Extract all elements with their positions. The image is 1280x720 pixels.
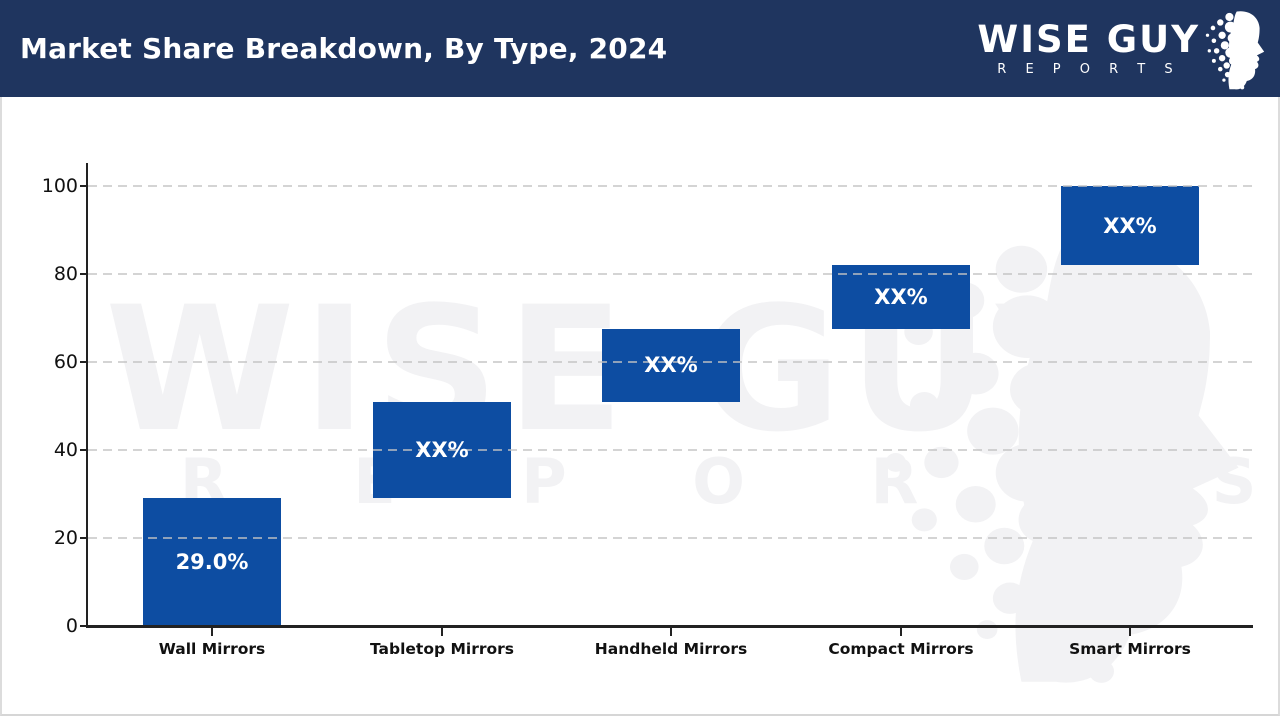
bar-value-label: XX% (1103, 213, 1157, 238)
y-axis-line (86, 163, 88, 628)
x-axis-category-label: Handheld Mirrors (594, 640, 748, 658)
gridline-y-100 (88, 185, 1253, 187)
gridline-y-80 (88, 273, 1253, 275)
logo-wordmark: WISE GUY (977, 18, 1200, 61)
y-axis-tick-label-60: 60 (53, 351, 78, 373)
bar-value-label: 29.0% (175, 550, 249, 575)
y-axis-tick-mark (80, 273, 88, 275)
bar-compact-mirrors (832, 265, 970, 329)
y-axis-tick-label-80: 80 (53, 263, 78, 285)
y-axis-tick-mark (80, 449, 88, 451)
x-axis-category-label: Tabletop Mirrors (369, 640, 515, 658)
wise-guy-logo: WISE GUY R E P O R T S (977, 7, 1266, 91)
x-axis-tick-mark (1129, 628, 1131, 636)
x-axis-tick-mark (211, 628, 213, 636)
header-bar: Market Share Breakdown, By Type, 2024 WI… (0, 0, 1280, 97)
bar-value-label: XX% (874, 285, 928, 310)
x-axis-category-label: Compact Mirrors (828, 640, 974, 658)
bar-value-label: XX% (644, 353, 698, 378)
y-axis-tick-mark (80, 625, 88, 627)
gridline-y-40 (88, 449, 1253, 451)
y-axis-tick-label-100: 100 (41, 175, 78, 197)
y-axis-tick-label-20: 20 (53, 527, 78, 549)
wise-guy-logo-text: WISE GUY R E P O R T S (977, 21, 1200, 76)
y-axis-tick-mark (80, 361, 88, 363)
gridline-y-20 (88, 537, 1253, 539)
page-title: Market Share Breakdown, By Type, 2024 (20, 32, 668, 65)
x-axis-line (87, 625, 1253, 628)
y-axis-tick-mark (80, 537, 88, 539)
gridline-y-60 (88, 361, 1253, 363)
x-axis-tick-mark (900, 628, 902, 636)
bar-handheld-mirrors (602, 329, 740, 402)
chart-area: WISE GUY R E P O R T S 0 20 40 60 80 100 29.0%… (0, 97, 1280, 717)
y-axis-tick-mark (80, 185, 88, 187)
x-axis-category-label: Smart Mirrors (1069, 640, 1191, 658)
dotted-head-profile-icon (1205, 10, 1265, 89)
x-axis-category-label: Wall Mirrors (158, 640, 266, 658)
x-axis-tick-mark (670, 628, 672, 636)
bar-value-label: XX% (415, 437, 469, 462)
bar-wall-mirrors (143, 498, 281, 626)
logo-subtitle: R E P O R T S (997, 62, 1181, 77)
bar-smart-mirrors (1061, 186, 1199, 266)
y-axis-tick-label-40: 40 (53, 439, 78, 461)
y-axis-tick-label-0: 0 (65, 615, 78, 637)
x-axis-tick-mark (441, 628, 443, 636)
dotted-head-profile-watermark (874, 236, 1239, 683)
